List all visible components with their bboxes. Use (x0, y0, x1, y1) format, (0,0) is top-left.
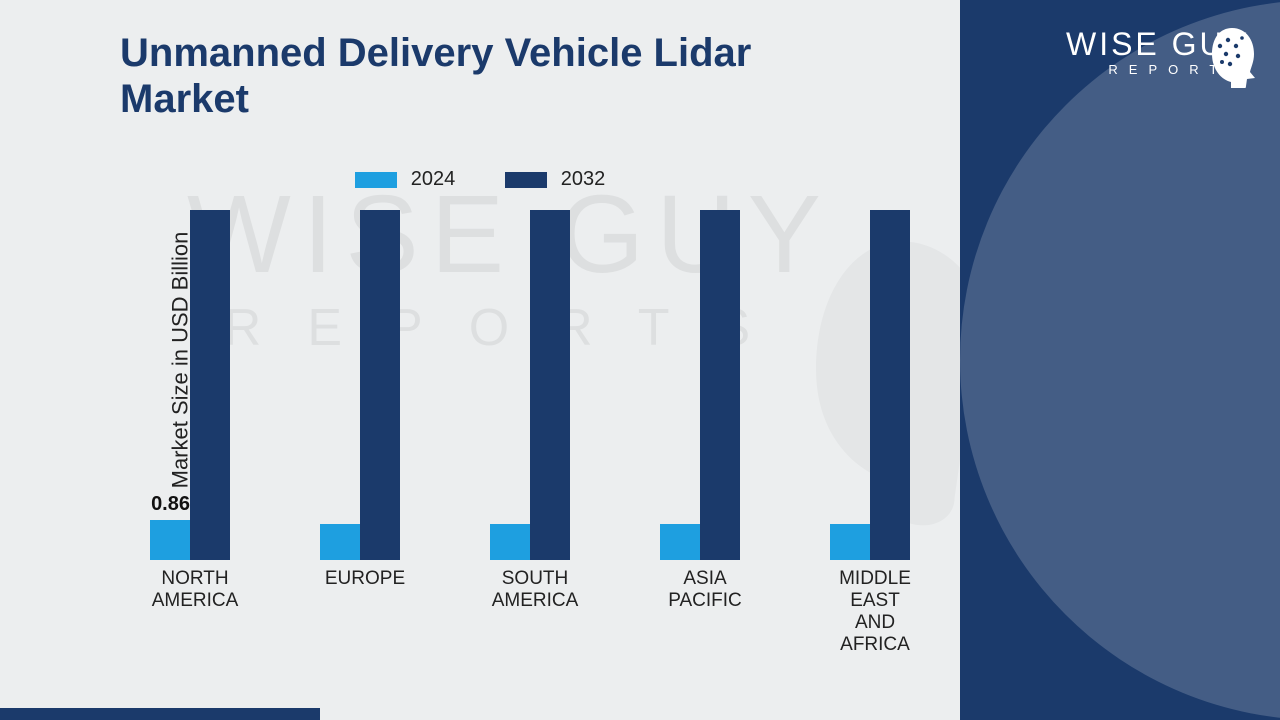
legend-item-b: 2032 (505, 168, 606, 191)
x-label-eu: EUROPE (280, 568, 450, 590)
brand-head-icon (1198, 24, 1258, 88)
legend-label-a: 2024 (411, 168, 456, 191)
legend-label-b: 2032 (561, 168, 606, 191)
legend-swatch-b (505, 172, 547, 188)
chart-title: Unmanned Delivery Vehicle Lidar Market (120, 30, 760, 122)
brand-wise: WISE (1066, 26, 1160, 62)
canvas: WISE GUY REPORTS WISE GUY REPORTS Unmann… (0, 0, 1280, 720)
bar-a-mea (830, 524, 870, 560)
decorative-circle (960, 0, 1280, 720)
bar-a-sa (490, 524, 530, 560)
bar-chart: 0.86 (110, 200, 960, 560)
brand-logo: WISE GUY REPORTS (990, 28, 1250, 77)
x-label-mea: MIDDLEEASTANDAFRICA (790, 568, 960, 655)
bar-b-eu (360, 210, 400, 560)
x-label-sa: SOUTHAMERICA (450, 568, 620, 612)
legend-swatch-a (355, 172, 397, 188)
bar-b-ap (700, 210, 740, 560)
bar-b-mea (870, 210, 910, 560)
legend: 2024 2032 (0, 168, 960, 194)
x-label-ap: ASIAPACIFIC (620, 568, 790, 612)
bar-b-sa (530, 210, 570, 560)
x-label-na: NORTHAMERICA (110, 568, 280, 612)
data-label-na: 0.86 (110, 493, 190, 516)
legend-item-a: 2024 (355, 168, 456, 191)
right-panel (960, 0, 1280, 720)
bar-b-na (190, 210, 230, 560)
bar-a-na (150, 520, 190, 560)
bar-a-eu (320, 524, 360, 560)
bottom-accent-bar (0, 708, 320, 720)
bar-a-ap (660, 524, 700, 560)
